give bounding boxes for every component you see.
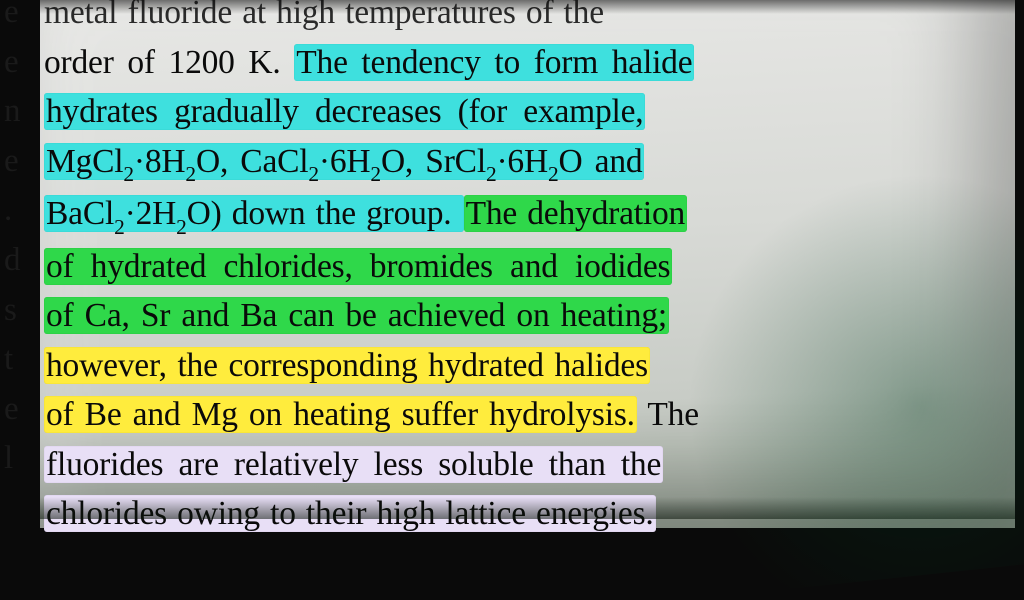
text-frag: chlorides owing to their high lattice en…	[46, 495, 654, 532]
margin-letter: e	[4, 0, 36, 38]
text-frag: order of 1200 K.	[44, 44, 294, 81]
margin-letter: t	[4, 335, 36, 385]
text-frag: The	[637, 396, 699, 433]
subscript: 2	[185, 162, 196, 186]
line-7: however, the corresponding hydrated hali…	[44, 341, 1015, 391]
subscript: 2	[308, 162, 319, 186]
margin-letter: l	[4, 434, 36, 484]
subscript: 2	[548, 162, 559, 186]
subscript: 2	[114, 215, 125, 239]
text-frag: The dehydration	[466, 195, 685, 232]
text-frag: O	[559, 143, 583, 180]
highlight-cyan: The tendency to form halide	[294, 44, 694, 81]
line-3: MgCl2·8H2O, CaCl2·6H2O, SrCl2·6H2O and	[44, 137, 1015, 189]
line-1: order of 1200 K. The tendency to form ha…	[44, 38, 1015, 88]
paragraph: metal fluoride at high temperatures of t…	[44, 0, 1015, 539]
margin-letter: .	[4, 186, 36, 236]
subscript: 2	[370, 162, 381, 186]
line-10: chlorides owing to their high lattice en…	[44, 489, 1015, 539]
highlight-green: The dehydration	[464, 195, 687, 232]
text-frag: of Ca, Sr and Ba can be achieved on heat…	[46, 297, 667, 334]
text-frag: O,	[381, 143, 413, 180]
highlight-cyan: MgCl2·8H2O, CaCl2·6H2O, SrCl2·6H2O and	[44, 143, 644, 180]
margin-letter: e	[4, 385, 36, 435]
highlight-lavender: chlorides owing to their high lattice en…	[44, 495, 656, 532]
text-frag: however, the corresponding hydrated hali…	[46, 347, 648, 384]
text-frag: hydrates gradually decreases (for exampl…	[46, 93, 643, 130]
text-frag: MgCl	[46, 143, 123, 180]
line-5: of hydrated chlorides, bromides and iodi…	[44, 242, 1015, 292]
page-surface: metal fluoride at high temperatures of t…	[40, 0, 1015, 528]
text-frag: O)	[187, 195, 222, 232]
line-8: of Be and Mg on heating suffer hydrolysi…	[44, 390, 1015, 440]
text-frag: O,	[196, 143, 228, 180]
text-frag: of hydrated chlorides, bromides and iodi…	[46, 248, 670, 285]
left-margin-letters: e e n e . d s t e l	[4, 0, 36, 484]
line-9: fluorides are relatively less soluble th…	[44, 440, 1015, 490]
text-frag: SrCl	[413, 143, 486, 180]
text-frag: metal fluoride at high temperatures of t…	[44, 0, 604, 31]
text-frag: of Be and Mg on heating suffer hydrolysi…	[46, 396, 635, 433]
highlight-yellow: however, the corresponding hydrated hali…	[44, 347, 650, 384]
margin-letter: s	[4, 286, 36, 336]
text-frag: The tendency to form halide	[296, 44, 692, 81]
text-frag: down the group.	[222, 195, 462, 232]
text-frag: ·6H	[319, 143, 371, 180]
text-frag: ·2H	[125, 195, 177, 232]
highlight-green: of hydrated chlorides, bromides and iodi…	[44, 248, 672, 285]
highlight-yellow: of Be and Mg on heating suffer hydrolysi…	[44, 396, 637, 433]
text-frag: BaCl	[46, 195, 114, 232]
highlight-lavender: fluorides are relatively less soluble th…	[44, 446, 663, 483]
margin-letter: n	[4, 87, 36, 137]
subscript: 2	[486, 162, 497, 186]
line-2: hydrates gradually decreases (for exampl…	[44, 87, 1015, 137]
margin-letter: d	[4, 236, 36, 286]
line-6: of Ca, Sr and Ba can be achieved on heat…	[44, 291, 1015, 341]
subscript: 2	[176, 215, 187, 239]
highlight-cyan: BaCl2·2H2O) down the group.	[44, 195, 464, 232]
text-frag: CaCl	[228, 143, 308, 180]
highlight-green: of Ca, Sr and Ba can be achieved on heat…	[44, 297, 669, 334]
line-0: metal fluoride at high temperatures of t…	[44, 0, 1015, 38]
subscript: 2	[123, 162, 134, 186]
text-frag: ·8H	[134, 143, 186, 180]
margin-letter: e	[4, 137, 36, 187]
text-frag: and	[583, 143, 643, 180]
margin-letter: e	[4, 38, 36, 88]
line-4: BaCl2·2H2O) down the group. The dehydrat…	[44, 189, 1015, 241]
highlight-cyan: hydrates gradually decreases (for exampl…	[44, 93, 645, 130]
text-frag: ·6H	[496, 143, 548, 180]
text-frag: fluorides are relatively less soluble th…	[46, 446, 661, 483]
